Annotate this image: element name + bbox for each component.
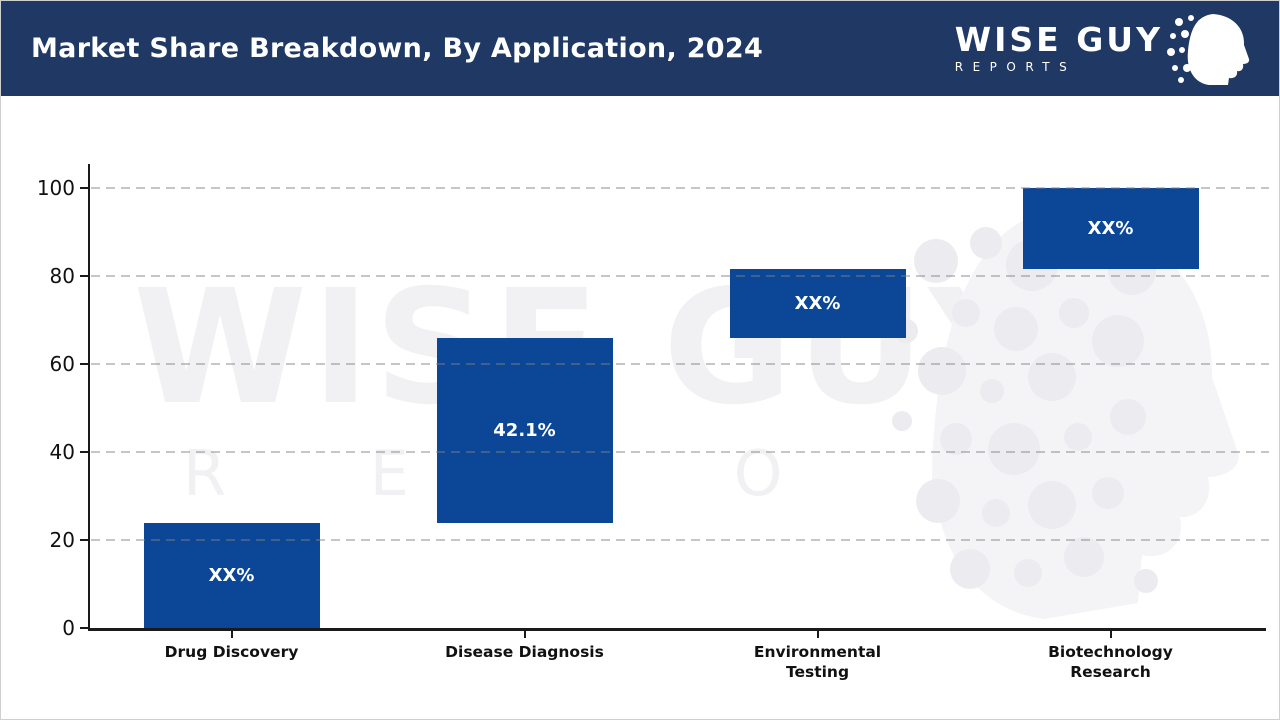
y-axis-line — [88, 164, 90, 630]
x-axis-tick — [1109, 631, 1112, 638]
gridline — [91, 186, 1269, 189]
gridline — [91, 538, 1269, 541]
header-bar: Market Share Breakdown, By Application, … — [1, 1, 1279, 96]
brand-subtitle: REPORTS — [954, 60, 1077, 74]
brand-face-icon — [1167, 13, 1250, 85]
y-axis-tick — [80, 274, 88, 277]
bar-segment: XX% — [143, 523, 320, 628]
y-axis-tick-label: 20 — [49, 527, 75, 552]
y-axis-tick — [80, 450, 88, 453]
y-axis-tick — [80, 362, 88, 365]
brand-logo: WISE GUY REPORTS — [955, 12, 1251, 86]
y-axis-tick — [80, 627, 88, 629]
bar-value-label: XX% — [208, 565, 255, 587]
x-axis-category-label: Environmental Testing — [753, 643, 882, 682]
y-axis-tick-label: 80 — [49, 263, 75, 288]
x-axis-category-label: Biotechnology Research — [1048, 643, 1173, 682]
y-axis-tick-label: 100 — [36, 175, 75, 200]
bar-segment: 42.1% — [436, 337, 613, 524]
gridline — [91, 362, 1269, 365]
bar-segment: XX% — [729, 268, 906, 338]
y-axis-tick — [80, 538, 88, 541]
brand-logo-text: WISE GUY REPORTS — [955, 23, 1163, 74]
x-axis-line — [88, 628, 1266, 631]
y-axis-tick — [80, 186, 88, 189]
y-axis-tick-label: 40 — [49, 439, 75, 464]
gridline — [91, 274, 1269, 277]
x-axis-tick — [230, 631, 233, 638]
x-axis-category-label: Drug Discovery — [164, 643, 299, 661]
bar-value-label: XX% — [1087, 217, 1134, 239]
page-title: Market Share Breakdown, By Application, … — [31, 33, 764, 64]
y-axis-tick-label: 0 — [62, 616, 75, 640]
x-axis-tick — [816, 631, 819, 638]
y-axis-tick-label: 60 — [49, 351, 75, 376]
x-axis-category-label: Disease Diagnosis — [445, 643, 604, 661]
bar-segment: XX% — [1022, 187, 1199, 269]
bar-value-label: XX% — [794, 292, 841, 314]
bar-value-label: 42.1% — [493, 419, 556, 441]
x-axis-tick — [523, 631, 526, 638]
brand-name: WISE GUY — [954, 20, 1163, 59]
gridline — [91, 450, 1269, 453]
